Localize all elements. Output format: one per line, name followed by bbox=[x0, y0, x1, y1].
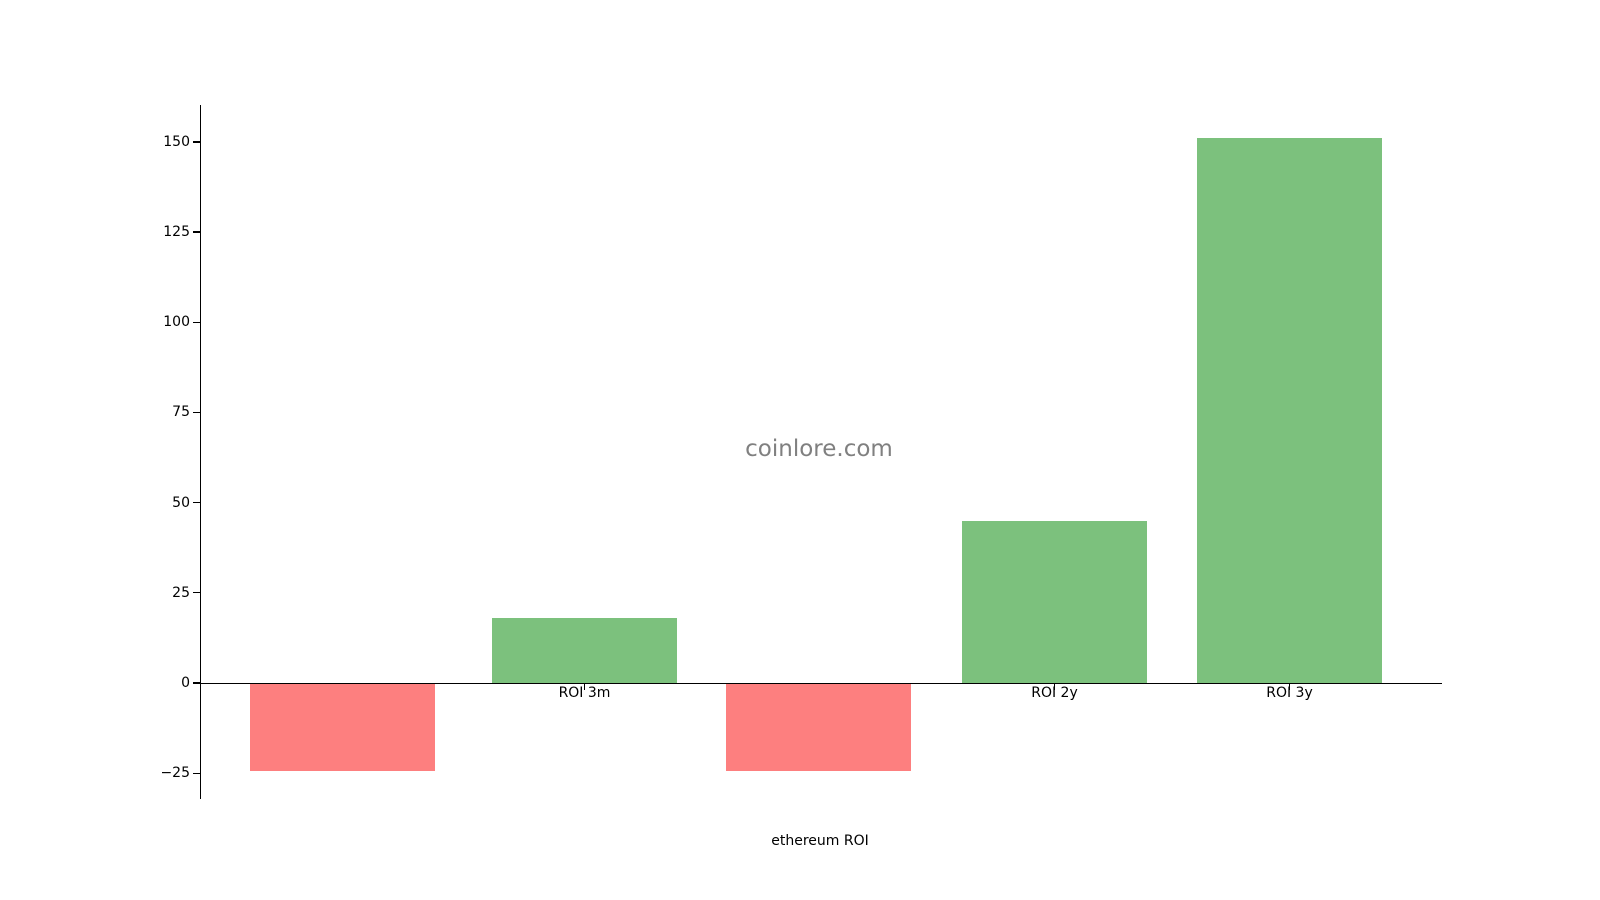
bar-roi-3y bbox=[1197, 138, 1382, 683]
y-tick-mark bbox=[193, 502, 200, 504]
watermark-text: coinlore.com bbox=[745, 436, 893, 462]
bar-roi-3m bbox=[492, 618, 677, 683]
y-tick-mark bbox=[193, 141, 200, 143]
y-tick-label: 25 bbox=[172, 584, 190, 601]
y-tick-label: 150 bbox=[163, 133, 190, 150]
y-tick-mark bbox=[193, 411, 200, 414]
y-tick-mark bbox=[193, 321, 200, 323]
y-tick-label: 75 bbox=[172, 404, 190, 421]
x-axis-line bbox=[199, 682, 1442, 684]
x-tick-mark bbox=[1288, 683, 1291, 690]
y-tick-mark bbox=[193, 772, 200, 774]
y-axis-line bbox=[199, 105, 201, 799]
x-tick-label: ROI 2y bbox=[1031, 685, 1078, 701]
x-tick-mark bbox=[1053, 683, 1056, 690]
x-tick-label: ROI 3y bbox=[1266, 685, 1313, 701]
bar-roi-2 bbox=[726, 684, 911, 771]
y-tick-label: −25 bbox=[160, 765, 190, 782]
bar-roi-2y bbox=[962, 520, 1147, 683]
y-tick-label: 100 bbox=[163, 314, 190, 331]
y-tick-label: 125 bbox=[163, 224, 190, 241]
x-axis-title: ethereum ROI bbox=[771, 833, 869, 849]
y-tick-mark bbox=[193, 592, 200, 594]
y-tick-label: 50 bbox=[172, 494, 190, 511]
x-tick-label: ROI 3m bbox=[558, 685, 611, 701]
y-tick-mark bbox=[193, 682, 200, 684]
y-tick-label: 0 bbox=[181, 675, 190, 691]
x-tick-mark bbox=[583, 683, 586, 690]
y-tick-mark bbox=[193, 231, 200, 233]
bar-roi-0 bbox=[250, 684, 435, 771]
